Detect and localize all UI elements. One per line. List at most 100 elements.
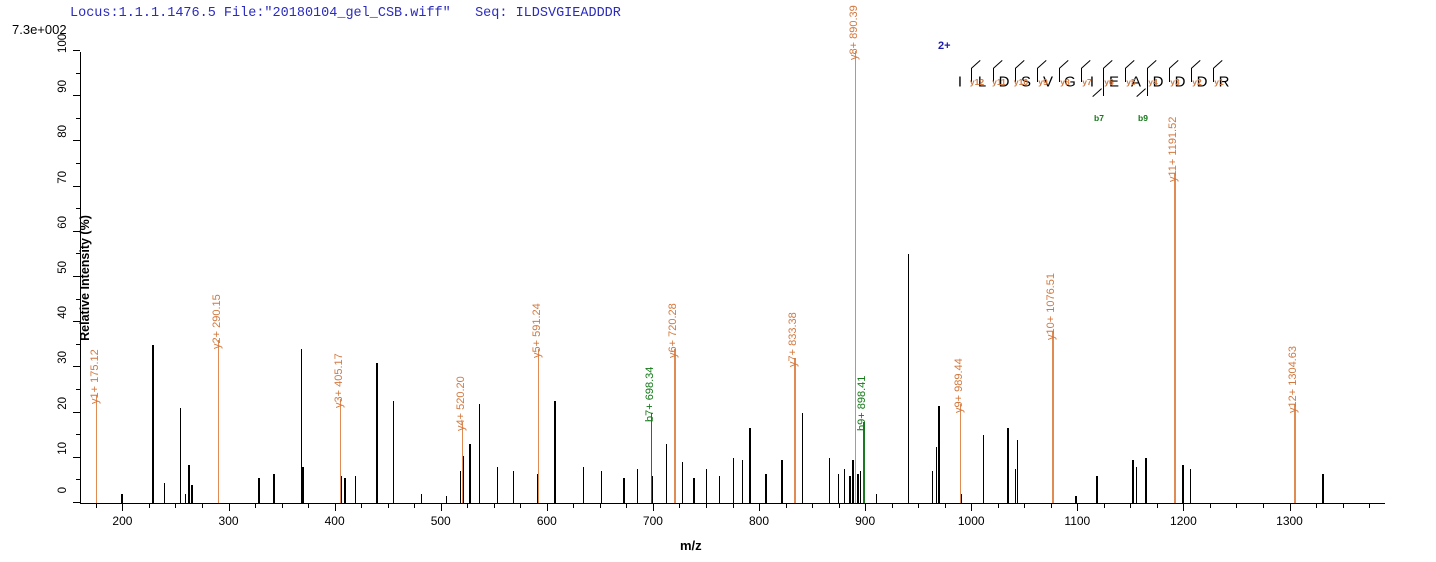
y-ion-break-mark — [1081, 59, 1092, 82]
x-axis-tick-label: 200 — [112, 514, 133, 528]
spectrum-peak — [623, 478, 625, 503]
spectrum-peak — [512, 471, 515, 503]
spectrum-peak — [344, 478, 346, 503]
y-ion-break-mark — [1103, 59, 1114, 82]
y-ion-break-mark — [1037, 59, 1048, 82]
spectrum-peak — [935, 446, 938, 503]
peak-label-b9: b9+ 898.41 — [856, 375, 869, 431]
x-axis-minor-tick — [1236, 504, 1238, 508]
y-axis-tick-label: 50 — [54, 261, 72, 277]
spectrum-peak — [849, 475, 851, 503]
spectrum-peak — [857, 473, 859, 503]
spectrum-peak — [749, 428, 751, 503]
plot-area: 0 10 20 30 40 50 60 70 80 90 100 200 300 400 500 600 70… — [57, 5, 1385, 528]
x-axis-minor-tick — [705, 504, 707, 508]
break-diagonal — [1081, 59, 1091, 69]
spectrum-peak — [185, 493, 187, 503]
break-diagonal — [1191, 59, 1201, 69]
annotated-peak-y1 — [96, 394, 98, 503]
spectrum-peak — [354, 475, 357, 503]
break-diagonal — [971, 59, 981, 69]
spectrum-peak — [376, 362, 378, 503]
break-diagonal — [1015, 59, 1025, 69]
ladder-tag-b9: b9 — [1138, 113, 1148, 123]
spectrum-peak — [302, 466, 304, 503]
y-axis-minor-tick — [76, 479, 80, 481]
break-vertical — [1103, 68, 1104, 82]
ladder-tag-y8: y8 — [1060, 77, 1070, 87]
spectrum-peak — [1322, 473, 1324, 503]
spectrum-peak — [843, 469, 846, 503]
x-axis-major-tick — [122, 504, 124, 511]
x-axis-major-tick — [334, 504, 336, 511]
x-axis-minor-tick — [812, 504, 814, 508]
x-axis-minor-tick — [679, 504, 681, 508]
spectrum-peak — [258, 478, 260, 503]
y-axis-major-tick — [73, 276, 80, 277]
y-axis-tick-label: 70 — [54, 171, 72, 187]
ladder-residue: S — [1020, 73, 1032, 91]
spectrum-peak — [1132, 460, 1134, 503]
spectrum-peak — [300, 349, 303, 503]
break-vertical — [1191, 68, 1192, 82]
spectrum-peak — [446, 496, 448, 503]
x-axis-minor-tick — [1024, 504, 1026, 508]
break-diagonal — [1147, 59, 1157, 69]
ladder-residue: A — [1130, 73, 1142, 91]
ladder-residue: I — [957, 73, 963, 91]
y-axis-tick-label: 60 — [54, 216, 72, 232]
x-axis-tick-label: 1200 — [1170, 514, 1197, 528]
y-ion-break-mark — [993, 59, 1004, 82]
y-axis-tick-value: 100 — [57, 33, 69, 53]
mass-spectrum-plot: Relative Intensity (%) 0 10 20 30 40 50 60 70 80… — [57, 5, 1385, 553]
spectrum-peak — [179, 408, 182, 503]
spectrum-peak — [852, 460, 854, 503]
y-axis-tick-label: 20 — [54, 396, 72, 413]
break-vertical — [1103, 82, 1104, 96]
ladder-residue: D — [1152, 73, 1164, 91]
x-axis-major-tick — [228, 504, 230, 511]
ladder-tag-y5: y5 — [1126, 77, 1136, 87]
peak-label-y1: y1+ 175.12 — [89, 348, 102, 404]
y-axis-major-tick — [73, 185, 80, 187]
annotated-peak-y6 — [674, 349, 676, 503]
x-axis-major-tick — [546, 504, 548, 511]
spectrum-peak — [829, 457, 831, 503]
x-axis-minor-tick — [918, 504, 920, 508]
spectrum-peak — [1007, 428, 1009, 503]
annotated-peak-y10 — [1052, 331, 1054, 503]
peak-label-y11: y11+ 1191.52 — [1167, 116, 1180, 183]
peak-label-b7: b7+ 698.34 — [644, 366, 657, 422]
spectrum-peak — [732, 457, 734, 503]
annotated-peak-y2 — [218, 340, 220, 503]
spectrum-peak — [1145, 457, 1147, 503]
spectrum-peak — [907, 254, 909, 503]
spectrum-peak — [393, 401, 395, 503]
x-axis-title: m/z — [680, 538, 702, 553]
break-vertical — [1147, 82, 1148, 96]
y-ion-break-mark — [1059, 59, 1070, 82]
x-axis-minor-tick — [467, 504, 469, 508]
spectrum-peak — [191, 484, 193, 503]
break-vertical — [1059, 68, 1060, 82]
x-axis-minor-tick — [95, 504, 97, 508]
annotated-peak-y11 — [1174, 173, 1176, 503]
y-axis-tick-label: 90 — [54, 80, 72, 96]
y-axis-tick-value: 20 — [57, 396, 69, 410]
y-axis-tick-label: 100 — [54, 33, 72, 53]
spectrum-peak — [781, 460, 783, 503]
ladder-residue: D — [1174, 73, 1186, 91]
y-axis-minor-tick — [76, 163, 80, 164]
x-axis-minor-tick — [838, 504, 840, 508]
x-axis-major-tick — [1077, 504, 1079, 511]
break-diagonal — [1125, 59, 1135, 69]
ladder-residue: D — [998, 73, 1010, 91]
x-axis-major-tick — [759, 504, 761, 511]
y-axis-major-tick — [73, 140, 80, 142]
annotated-peak-y5 — [537, 349, 539, 503]
y-axis-major-tick — [73, 502, 80, 503]
annotated-peak-b7 — [651, 412, 653, 503]
peak-label-y2: y2+ 290.15 — [211, 294, 224, 350]
break-vertical — [1037, 68, 1038, 82]
ladder-tag-b7: b7 — [1094, 113, 1104, 123]
